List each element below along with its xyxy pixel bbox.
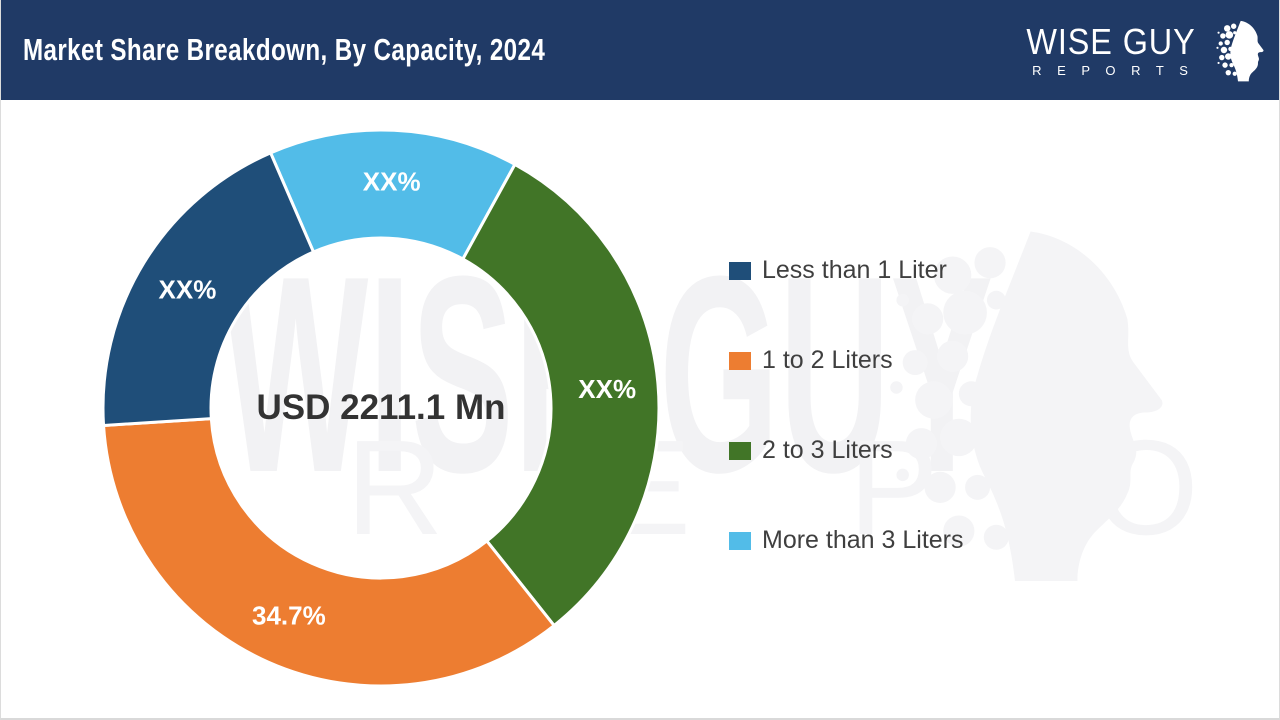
legend-swatch-icon [729, 531, 751, 550]
brand-logo-text: WISE GUY R E P O R T S [1017, 20, 1205, 78]
legend-item-2-to-3-liters: 2 to 3 Liters [729, 428, 964, 473]
legend-label: 2 to 3 Liters [762, 436, 893, 464]
head-profile-dots-icon [1216, 20, 1264, 82]
chart-legend: Less than 1 Liter 1 to 2 Liters 2 to 3 Lit… [729, 248, 964, 608]
brand-logo: WISE GUY R E P O R T S [1017, 8, 1265, 92]
segment-value-label: XX% [578, 374, 636, 404]
legend-swatch-icon [729, 441, 751, 460]
legend-item-1-to-2-liters: 1 to 2 Liters [729, 338, 964, 383]
legend-label: Less than 1 Liter [762, 256, 947, 284]
page-title: Market Share Breakdown, By Capacity, 202… [23, 32, 546, 67]
legend-label: 1 to 2 Liters [762, 346, 893, 374]
brand-logo-subtitle: R E P O R T S [1032, 62, 1194, 78]
legend-swatch-icon [729, 261, 751, 280]
donut-chart: XX% XX% 34.7% XX% [101, 128, 661, 688]
header-bar: Market Share Breakdown, By Capacity, 202… [1, 0, 1279, 100]
donut-segment-2-to-3-liters [461, 162, 661, 628]
segment-value-label: 34.7% [252, 601, 326, 631]
segment-value-label: XX% [159, 274, 217, 304]
legend-item-more-than-3-liters: More than 3 Liters [729, 518, 964, 563]
head-profile-dots-icon [890, 231, 1163, 581]
chart-center-value: USD 2211.1 Mn [256, 388, 506, 427]
legend-item-less-than-1-liter: Less than 1 Liter [729, 248, 964, 293]
donut-segment-1-to-2-liters [102, 417, 556, 688]
legend-label: More than 3 Liters [762, 526, 964, 554]
legend-swatch-icon [729, 351, 751, 370]
segment-value-label: XX% [363, 166, 421, 196]
brand-logo-wordmark: WISE GUY [1026, 20, 1196, 62]
donut-segment-less-than-1-liter [101, 151, 315, 427]
donut-chart-svg: XX% XX% 34.7% XX% [101, 128, 661, 688]
